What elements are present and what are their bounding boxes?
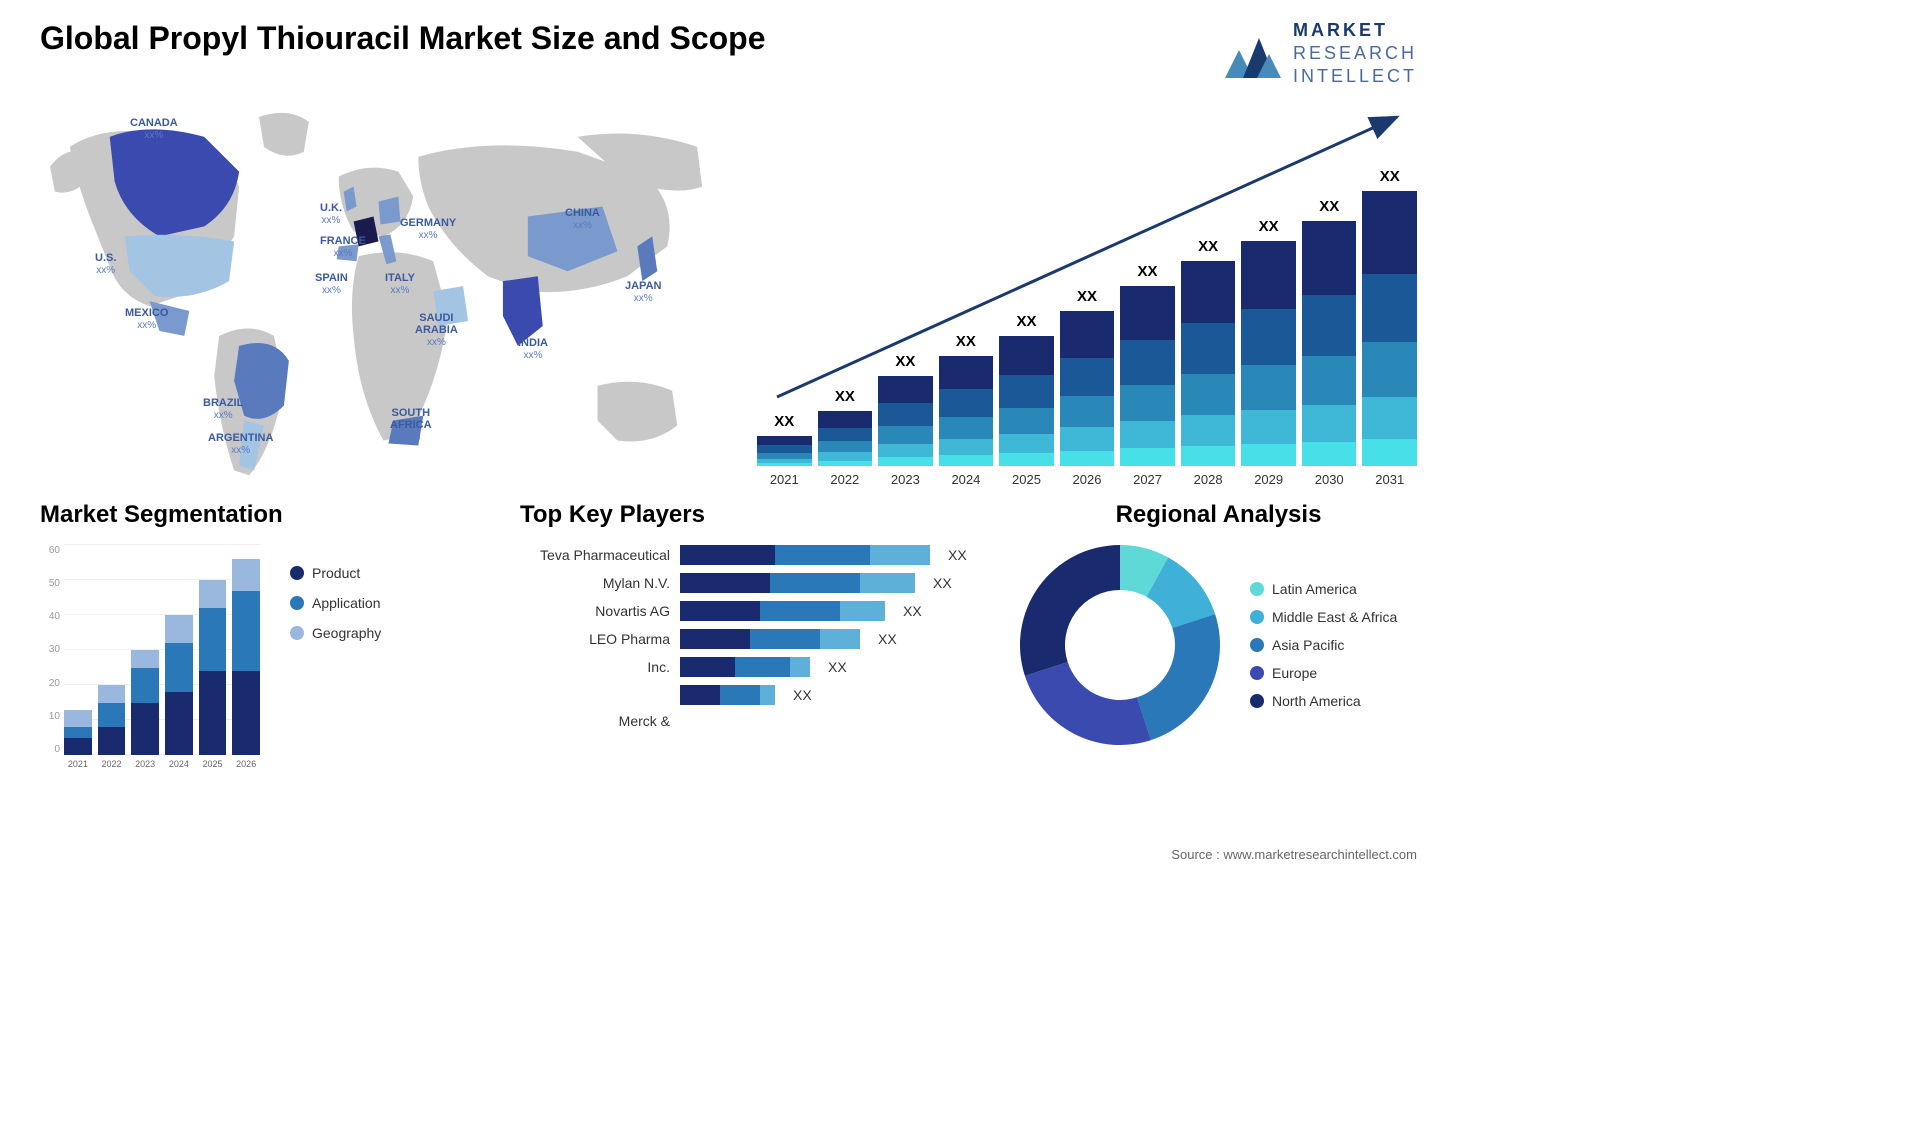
regional-title: Regional Analysis xyxy=(1020,501,1417,529)
player-row: XX xyxy=(520,685,980,705)
map-label: SOUTHAFRICAxx% xyxy=(390,407,432,443)
map-label: SPAINxx% xyxy=(315,272,348,296)
growth-bar: XX2025 xyxy=(999,313,1054,487)
page-title: Global Propyl Thiouracil Market Size and… xyxy=(40,20,766,57)
segmentation-chart: 6050403020100 202120222023202420252026 xyxy=(40,545,260,775)
map-label: JAPANxx% xyxy=(625,280,661,304)
player-row: LEO PharmaXX xyxy=(520,629,980,649)
world-map: CANADAxx% U.S.xx% MEXICOxx% BRAZILxx% ARGENT… xyxy=(40,97,717,487)
legend-item: Application xyxy=(290,595,381,611)
growth-bar: XX2021 xyxy=(757,413,812,487)
player-row: Teva PharmaceuticalXX xyxy=(520,545,980,565)
players-panel: Top Key Players Teva PharmaceuticalXX Myl… xyxy=(520,501,980,775)
growth-bar: XX2028 xyxy=(1181,238,1236,487)
segmentation-legend: Product Application Geography xyxy=(290,545,381,775)
donut-slice xyxy=(1025,662,1151,745)
map-label: CANADAxx% xyxy=(130,117,178,141)
growth-bar: XX2023 xyxy=(878,353,933,487)
segmentation-panel: Market Segmentation 6050403020100 202120… xyxy=(40,501,480,775)
growth-bar: XX2024 xyxy=(939,333,994,487)
player-row: Novartis AGXX xyxy=(520,601,980,621)
player-row: Mylan N.V.XX xyxy=(520,573,980,593)
growth-bar: XX2027 xyxy=(1120,263,1175,487)
source-text: Source : www.marketresearchintellect.com xyxy=(1171,847,1417,862)
legend-item: Geography xyxy=(290,625,381,641)
growth-bar: XX2029 xyxy=(1241,218,1296,487)
map-label: ITALYxx% xyxy=(385,272,415,296)
map-label: INDIAxx% xyxy=(518,337,548,361)
logo-text-3: INTELLECT xyxy=(1293,66,1417,87)
legend-item: Asia Pacific xyxy=(1250,637,1397,653)
logo-text-2: RESEARCH xyxy=(1293,43,1417,64)
growth-bar: XX2031 xyxy=(1362,168,1417,487)
segmentation-bar xyxy=(165,615,193,755)
regional-panel: Latin America Middle East & Africa Asia Pa… xyxy=(1020,545,1417,745)
player-row: Merck & xyxy=(520,713,980,729)
donut-slice xyxy=(1137,614,1220,740)
map-label: ARGENTINAxx% xyxy=(208,432,273,456)
map-label: BRAZILxx% xyxy=(203,397,243,421)
players-title: Top Key Players xyxy=(520,501,980,529)
segmentation-bar xyxy=(98,685,126,755)
segmentation-title: Market Segmentation xyxy=(40,501,480,529)
growth-bar: XX2022 xyxy=(818,388,873,487)
map-label: U.S.xx% xyxy=(95,252,116,276)
map-label: MEXICOxx% xyxy=(125,307,168,331)
logo-text-1: MARKET xyxy=(1293,20,1417,41)
growth-bar: XX2030 xyxy=(1302,198,1357,487)
map-label: FRANCExx% xyxy=(320,235,366,259)
regional-legend: Latin America Middle East & Africa Asia Pa… xyxy=(1250,581,1397,709)
legend-item: Product xyxy=(290,565,381,581)
legend-item: Latin America xyxy=(1250,581,1397,597)
growth-bar: XX2026 xyxy=(1060,288,1115,487)
segmentation-bar xyxy=(131,650,159,755)
segmentation-bar xyxy=(199,580,227,755)
logo: MARKET RESEARCH INTELLECT xyxy=(1225,20,1417,87)
logo-icon xyxy=(1225,30,1281,78)
map-label: GERMANYxx% xyxy=(400,217,456,241)
player-row: Inc.XX xyxy=(520,657,980,677)
donut-slice xyxy=(1020,545,1120,676)
growth-chart: XX2021XX2022XX2023XX2024XX2025XX2026XX20… xyxy=(757,97,1417,487)
segmentation-bar xyxy=(232,559,260,755)
regional-donut xyxy=(1020,545,1220,745)
players-chart: Teva PharmaceuticalXX Mylan N.V.XX Novarti… xyxy=(520,545,980,729)
map-label: U.K.xx% xyxy=(320,202,342,226)
legend-item: Middle East & Africa xyxy=(1250,609,1397,625)
legend-item: North America xyxy=(1250,693,1397,709)
segmentation-bar xyxy=(64,710,92,756)
map-label: CHINAxx% xyxy=(565,207,600,231)
legend-item: Europe xyxy=(1250,665,1397,681)
map-label: SAUDIARABIAxx% xyxy=(415,312,458,348)
